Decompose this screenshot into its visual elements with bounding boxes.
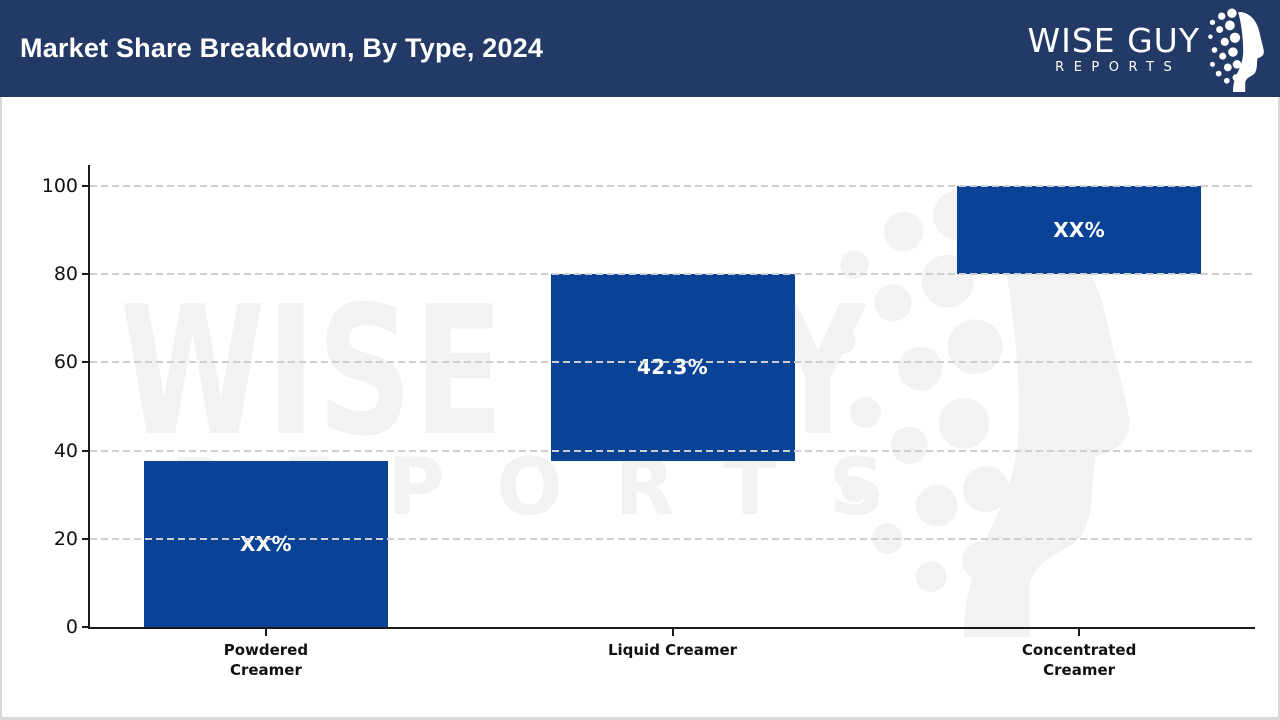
gridline-80 <box>90 273 1255 276</box>
y-axis-spine <box>88 165 90 629</box>
page-title: Market Share Breakdown, By Type, 2024 <box>20 33 544 63</box>
logo-head-icon <box>1208 7 1264 92</box>
category-label-concentrated-creamer: Concentrated Creamer <box>1021 641 1137 680</box>
bar-value-label-liquid-creamer: 42.3% <box>637 355 708 380</box>
y-tick-100 <box>82 185 90 187</box>
bar-liquid-creamer: 42.3% <box>550 274 795 461</box>
y-tick-80 <box>82 273 90 276</box>
category-label-liquid-creamer: Liquid Creamer <box>607 641 738 659</box>
gridline-40 <box>90 449 1255 452</box>
plot-area: XX% Powdered Creamer 42.3% Liquid Creamer XX… <box>2 97 1278 717</box>
header-bar: Market Share Breakdown, By Type, 2024 WI… <box>0 0 1280 97</box>
chart-area: WISE GUY REPORTS XX% Powdered Creamer 42.3… <box>0 97 1280 720</box>
x-axis-spine <box>88 627 1255 629</box>
y-tick-label-80: 80 <box>53 263 78 286</box>
gridline-20 <box>90 537 1255 540</box>
y-tick-label-40: 40 <box>53 439 78 462</box>
x-tick-concentrated-creamer <box>1078 629 1081 636</box>
bar-value-label-concentrated-creamer: XX% <box>1053 218 1105 243</box>
y-tick-40 <box>82 449 90 452</box>
y-tick-label-20: 20 <box>53 527 78 550</box>
logo-text: WISE GUY REPORTS <box>1027 24 1200 74</box>
bar-powdered-creamer: XX% <box>143 460 388 627</box>
y-tick-0 <box>82 626 90 628</box>
y-tick-20 <box>82 537 90 540</box>
gridline-60 <box>90 361 1255 364</box>
y-tick-label-0: 0 <box>65 616 78 638</box>
logo-wordmark: WISE GUY <box>1027 20 1200 60</box>
y-tick-label-60: 60 <box>53 351 78 374</box>
x-tick-liquid-creamer <box>671 629 674 636</box>
gridline-100 <box>90 185 1255 187</box>
x-tick-powdered-creamer <box>264 629 267 636</box>
y-tick-60 <box>82 361 90 364</box>
bar-concentrated-creamer: XX% <box>957 186 1202 275</box>
logo-subtitle: REPORTS <box>1055 59 1182 75</box>
y-tick-label-100: 100 <box>41 175 78 197</box>
brand-logo: WISE GUY REPORTS <box>1027 6 1266 92</box>
bar-value-label-powdered-creamer: XX% <box>240 531 292 556</box>
category-label-powdered-creamer: Powdered Creamer <box>223 641 309 680</box>
